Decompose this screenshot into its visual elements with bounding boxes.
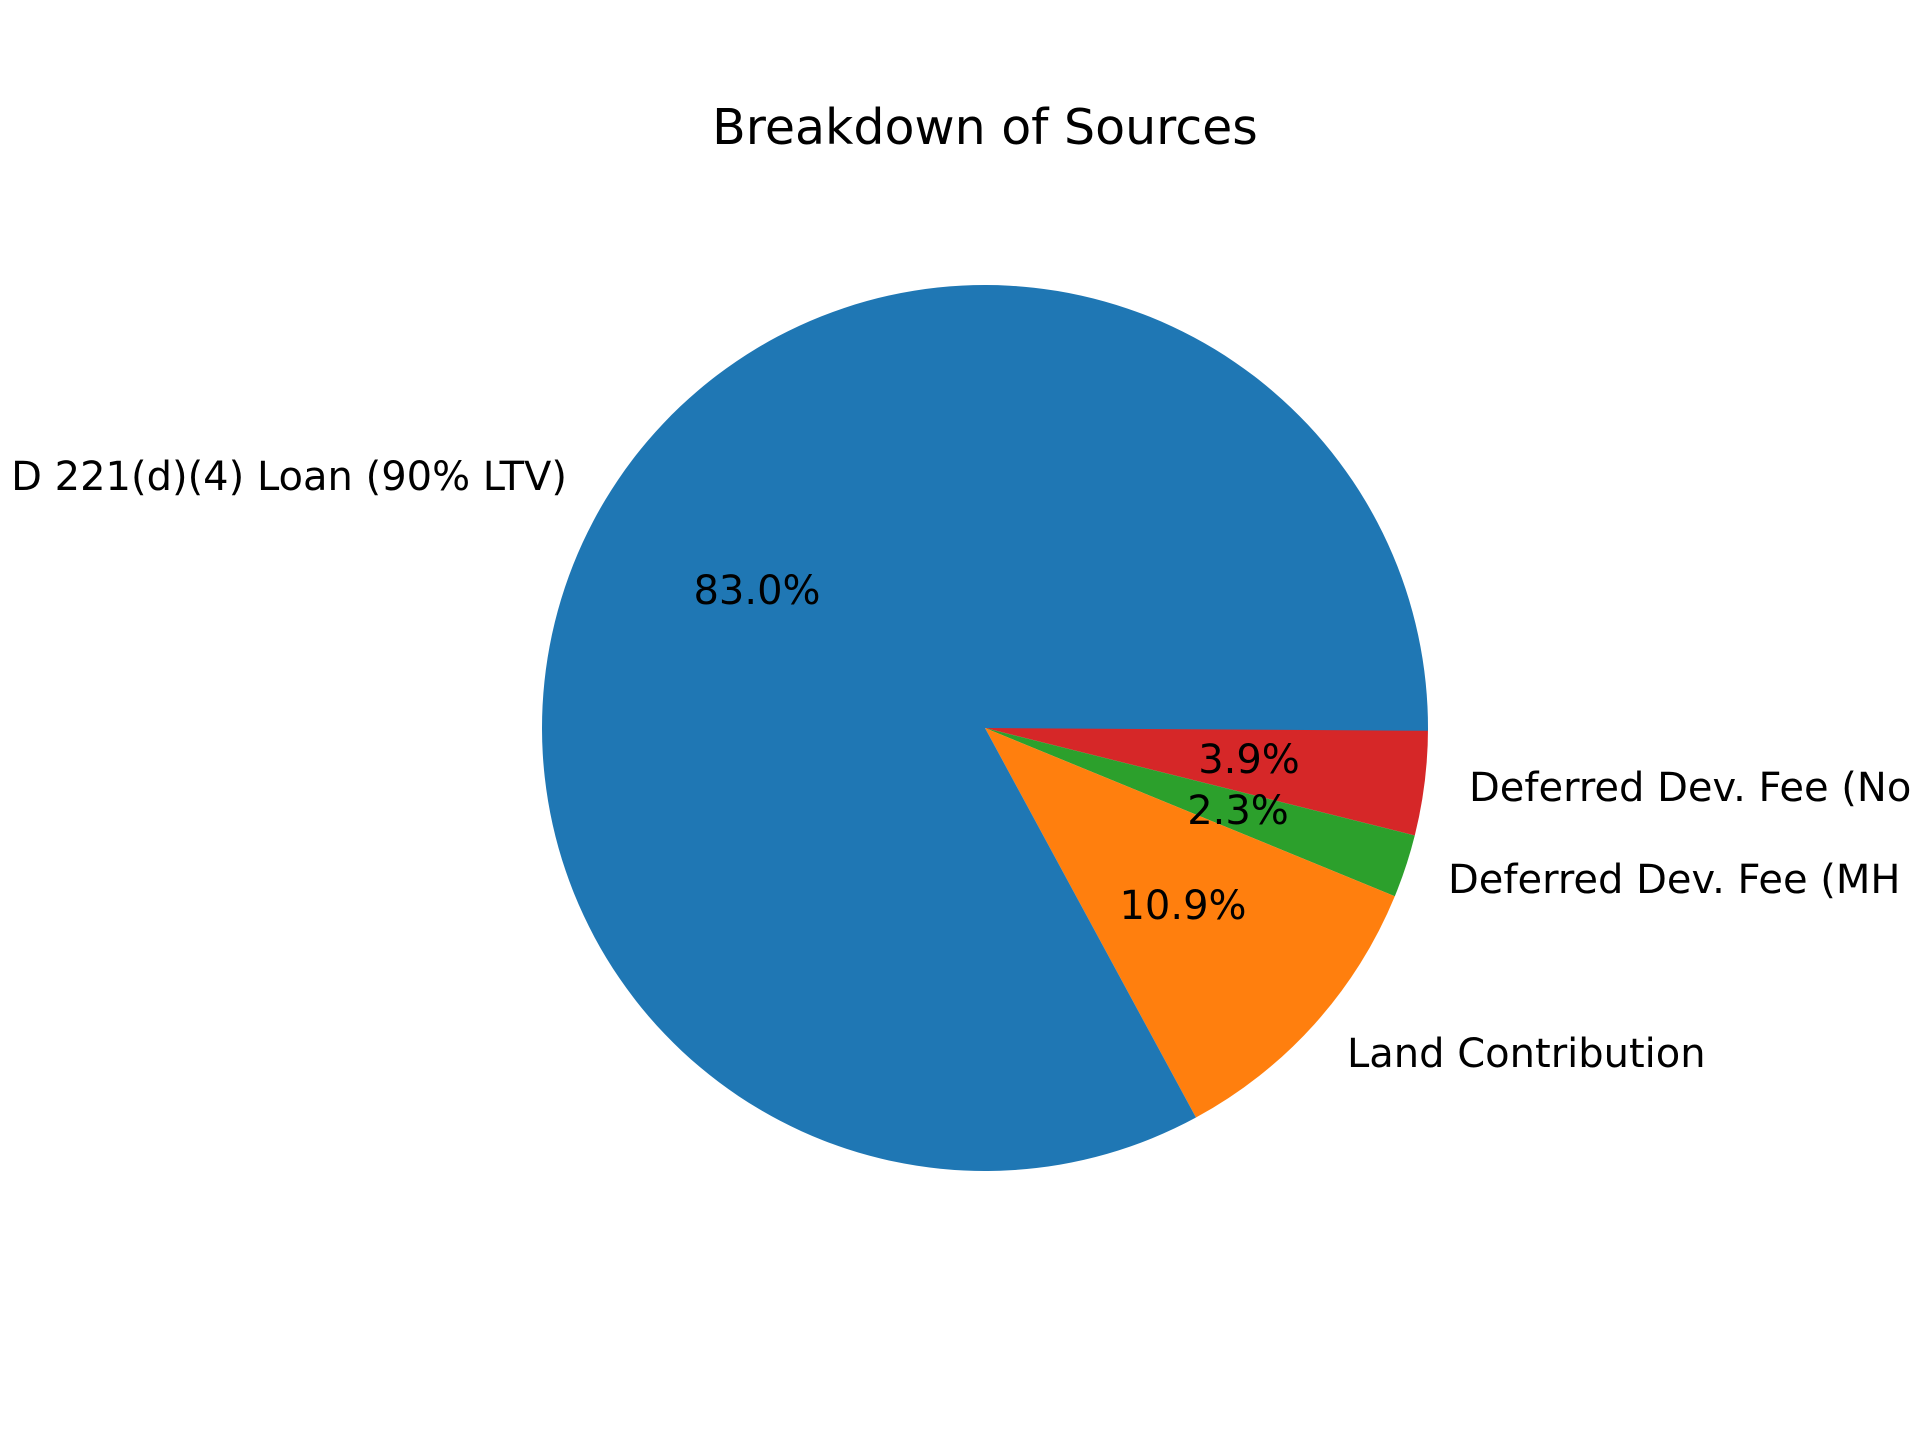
slice-percent-label: 83.0%	[693, 568, 821, 614]
slice-label: Deferred Dev. Fee (No	[1469, 765, 1912, 811]
pie-slice-0	[985, 728, 1428, 836]
slice-label: Deferred Dev. Fee (MH	[1448, 857, 1901, 903]
slice-label: D 221(d)(4) Loan (90% LTV)	[11, 454, 567, 500]
chart-title: Breakdown of Sources	[712, 99, 1258, 157]
slice-percent-label: 10.9%	[1119, 883, 1247, 929]
slice-label: Land Contribution	[1347, 1031, 1706, 1077]
slice-percent-label: 3.9%	[1198, 737, 1300, 783]
pie-slice-2	[985, 728, 1395, 1118]
pie-slice-1	[985, 728, 1415, 897]
pie-slice-3	[541, 285, 1428, 1172]
slice-percent-label: 2.3%	[1187, 788, 1289, 834]
